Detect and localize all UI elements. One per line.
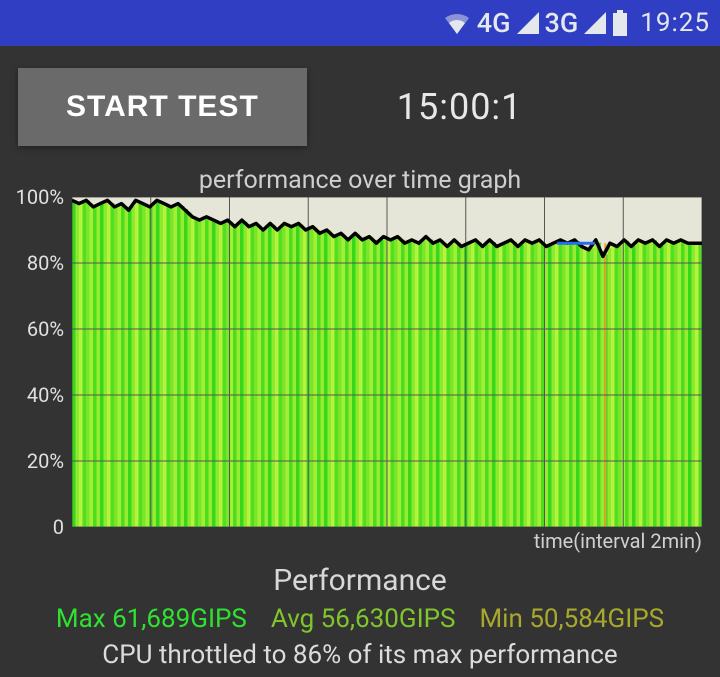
y-tick-label: 20% [27, 449, 64, 473]
test-timer: 15:00:1 [397, 86, 523, 128]
y-tick-label: 60% [27, 317, 64, 341]
y-axis-labels: 020%40%60%80%100% [8, 197, 68, 527]
y-tick-label: 80% [27, 251, 64, 275]
start-test-button[interactable]: START TEST [18, 68, 307, 146]
y-tick-label: 40% [27, 383, 64, 407]
stat-max: Max 61,689GIPS [56, 604, 247, 634]
wifi-icon [443, 12, 471, 34]
y-tick-label: 0 [53, 515, 64, 539]
x-axis-label: time(interval 2min) [0, 529, 702, 553]
status-bar: 4G 3G 19:25 [0, 0, 720, 46]
status-clock: 19:25 [640, 8, 710, 38]
throttle-text: CPU throttled to 86% of its max performa… [0, 640, 720, 670]
stat-avg: Avg 56,630GIPS [271, 604, 456, 634]
network-4g-label: 4G [477, 7, 511, 39]
performance-heading: Performance [0, 563, 720, 598]
battery-icon [612, 10, 628, 36]
y-tick-label: 100% [16, 185, 64, 209]
chart-title: performance over time graph [0, 166, 720, 195]
signal-3g-icon [584, 12, 606, 34]
network-3g-label: 3G [545, 7, 579, 39]
chart-svg [72, 197, 702, 527]
performance-chart: 020%40%60%80%100% [72, 197, 702, 527]
performance-stats: Max 61,689GIPS Avg 56,630GIPS Min 50,584… [0, 604, 720, 634]
signal-4g-icon [517, 12, 539, 34]
top-controls: START TEST 15:00:1 [0, 46, 720, 158]
stat-min: Min 50,584GIPS [479, 604, 664, 634]
